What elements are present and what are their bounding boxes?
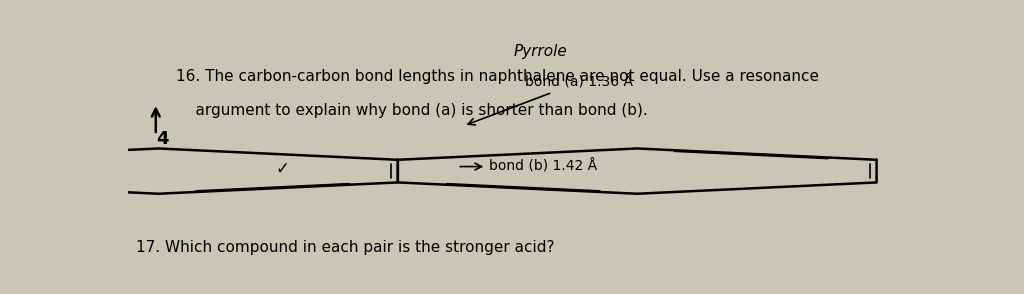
Text: 17. Which compound in each pair is the stronger acid?: 17. Which compound in each pair is the s… xyxy=(136,240,554,255)
Text: 16. The carbon-carbon bond lengths in naphthalene are not equal. Use a resonance: 16. The carbon-carbon bond lengths in na… xyxy=(176,69,818,84)
Text: 4: 4 xyxy=(156,131,168,148)
Text: bond (b) 1.42 Å: bond (b) 1.42 Å xyxy=(460,159,597,174)
Text: ✓: ✓ xyxy=(275,160,290,178)
Text: bond (a) 1.36 Å: bond (a) 1.36 Å xyxy=(468,75,633,125)
Text: argument to explain why bond (a) is shorter than bond (b).: argument to explain why bond (a) is shor… xyxy=(176,103,647,118)
Text: Pyrrole: Pyrrole xyxy=(514,44,567,59)
